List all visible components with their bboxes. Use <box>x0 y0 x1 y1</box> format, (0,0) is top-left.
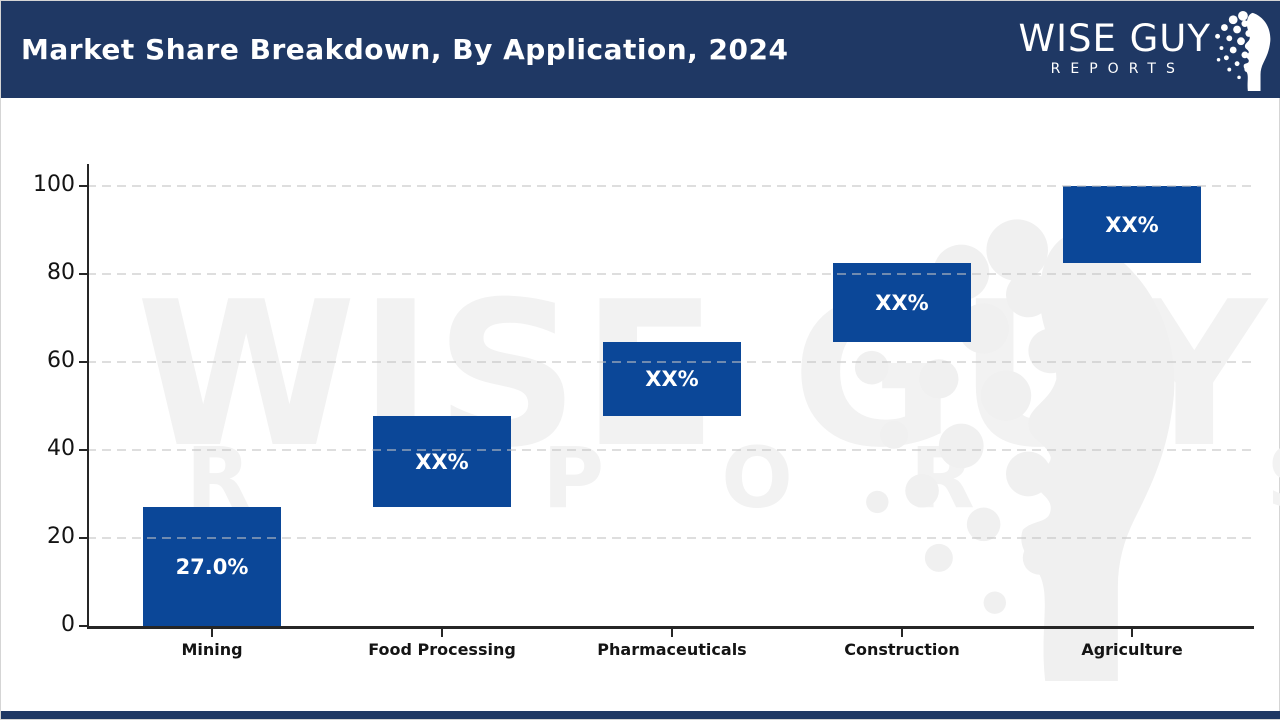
gridline <box>87 449 1254 451</box>
y-axis-tick <box>79 537 87 539</box>
bar-agriculture: XX% <box>1063 186 1201 263</box>
category-label: Food Processing <box>368 640 516 659</box>
y-tick-label: 40 <box>47 436 75 461</box>
y-axis-tick <box>79 273 87 275</box>
brand-name: WISE GUY <box>1018 17 1211 60</box>
bar-value-label: XX% <box>1105 212 1159 237</box>
x-axis-tick <box>1131 629 1133 637</box>
category-label: Pharmaceuticals <box>597 640 747 659</box>
watermark-head-icon <box>854 219 1175 681</box>
y-tick-label: 80 <box>47 260 75 285</box>
gridline <box>87 185 1254 187</box>
bar-value-label: XX% <box>415 449 469 474</box>
bar-mining: 27.0% <box>143 507 281 626</box>
gridline <box>87 537 1254 539</box>
y-tick-label: 100 <box>33 172 75 197</box>
brand-head-icon <box>1215 10 1271 91</box>
x-axis-tick <box>211 629 213 637</box>
y-axis-line <box>87 164 89 629</box>
gridline <box>87 273 1254 275</box>
brand-logo-text: WISE GUY REPORTS <box>1018 17 1211 78</box>
page-title: Market Share Breakdown, By Application, … <box>21 33 789 66</box>
footer-bar <box>1 711 1280 719</box>
y-axis-tick <box>79 449 87 451</box>
bar-pharmaceuticals: XX% <box>603 342 741 417</box>
category-label: Agriculture <box>1081 640 1183 659</box>
y-tick-label: 0 <box>61 612 75 637</box>
bar-value-label: XX% <box>645 367 699 392</box>
y-axis-tick <box>79 361 87 363</box>
bar-construction: XX% <box>833 263 971 343</box>
category-label: Construction <box>844 640 960 659</box>
x-axis-tick <box>441 629 443 637</box>
y-tick-label: 60 <box>47 348 75 373</box>
bar-value-label: XX% <box>875 290 929 315</box>
bar-value-label: 27.0% <box>175 554 249 579</box>
y-axis-tick <box>79 625 87 627</box>
gridline <box>87 361 1254 363</box>
brand-logo: WISE GUY REPORTS <box>1013 7 1273 93</box>
x-axis-line <box>87 626 1254 629</box>
y-axis-tick <box>79 185 87 187</box>
header-bar: Market Share Breakdown, By Application, … <box>1 1 1280 98</box>
bar-food-processing: XX% <box>373 416 511 508</box>
x-axis-tick <box>901 629 903 637</box>
category-label: Mining <box>181 640 243 659</box>
brand-subtitle: REPORTS <box>1050 61 1185 77</box>
x-axis-tick <box>671 629 673 637</box>
y-tick-label: 20 <box>47 524 75 549</box>
